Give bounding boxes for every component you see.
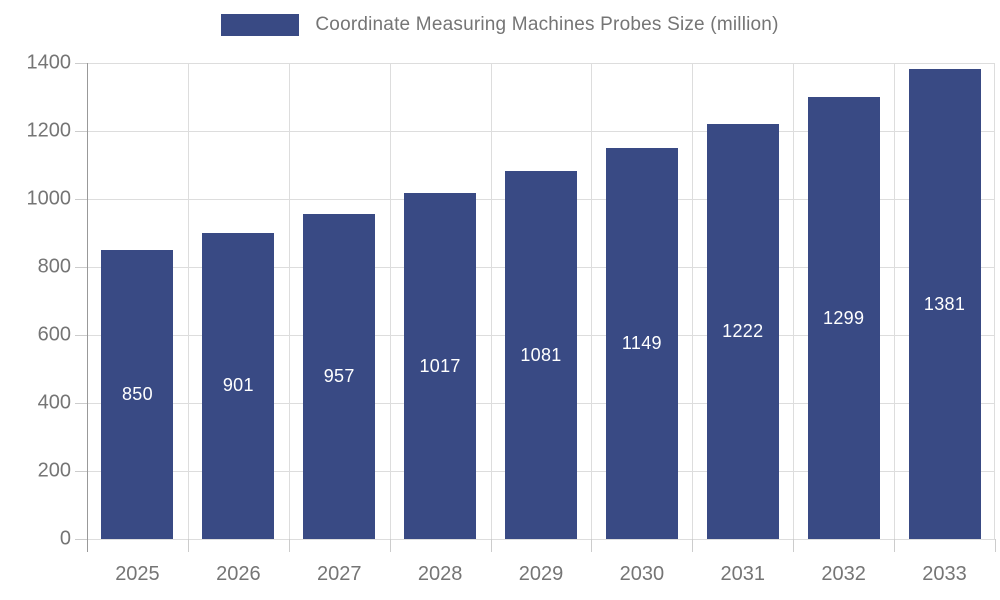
x-axis-tick: [894, 539, 896, 552]
y-gridline: [87, 131, 995, 132]
x-gridline: [793, 63, 795, 539]
x-axis-tick: [288, 539, 290, 552]
x-gridline: [288, 63, 290, 539]
x-gridline: [894, 63, 896, 539]
x-axis-tick-label: 2027: [316, 563, 362, 585]
y-axis-tick-label: 0: [59, 527, 71, 550]
y-axis-tick-label: 1000: [26, 187, 72, 210]
x-axis-tick: [591, 539, 593, 552]
y-gridline: [87, 63, 995, 64]
bar-value-label: 957: [323, 365, 355, 386]
x-axis-tick-label: 2026: [216, 563, 261, 585]
bar-2026: 901: [202, 232, 275, 539]
y-axis-tick: [75, 403, 87, 404]
x-axis-tick-label: 2033: [922, 563, 967, 585]
y-axis-tick-label: 400: [37, 391, 71, 414]
bar-value-label: 1222: [722, 320, 764, 341]
legend-swatch-icon: [221, 14, 300, 36]
bar-2028: 1017: [404, 193, 477, 539]
y-axis-tick-label: 600: [37, 323, 71, 346]
x-axis-tick-label: 2029: [518, 563, 564, 585]
bar-2033: 1381: [908, 69, 981, 539]
bar-value-label: 901: [222, 375, 254, 396]
x-axis-tick-label: 2028: [417, 563, 463, 585]
bar-value-label: 1381: [923, 293, 966, 314]
x-axis-tick: [187, 539, 189, 552]
x-gridline: [591, 63, 593, 539]
x-gridline: [187, 63, 189, 539]
bar-2030: 1149: [605, 148, 678, 539]
y-axis-tick: [75, 471, 87, 472]
x-axis-tick: [995, 539, 996, 552]
x-gridline: [692, 63, 694, 539]
x-axis-tick-label: 2031: [720, 563, 766, 585]
bar-value-label: 850: [121, 384, 153, 404]
y-axis-tick-label: 200: [37, 459, 71, 482]
x-axis-tick: [389, 539, 391, 552]
x-axis-tick: [692, 539, 694, 552]
y-axis-tick: [75, 539, 87, 540]
bar-value-label: 1299: [823, 307, 865, 328]
y-axis-tick: [75, 199, 87, 200]
y-axis-tick: [75, 267, 87, 268]
bar-2027: 957: [303, 213, 376, 539]
bar-value-label: 1017: [419, 355, 461, 376]
bar-2032: 1299: [807, 97, 880, 539]
chart-legend: Coordinate Measuring Machines Probes Siz…: [0, 14, 1000, 36]
y-axis-tick-label: 800: [37, 255, 71, 278]
y-axis-tick: [75, 131, 87, 132]
y-axis-line: [87, 63, 88, 552]
x-axis-tick: [490, 539, 492, 552]
y-axis-tick-label: 1200: [26, 119, 72, 142]
x-axis-tick-label: 2032: [821, 563, 866, 585]
x-axis-tick-label: 2030: [619, 563, 665, 585]
x-gridline: [490, 63, 492, 539]
bar-2031: 1222: [706, 123, 779, 539]
y-gridline: [87, 539, 995, 540]
legend-label: Coordinate Measuring Machines Probes Siz…: [315, 14, 779, 35]
y-axis-tick: [75, 63, 87, 64]
x-gridline: [994, 63, 995, 539]
y-axis-tick: [75, 335, 87, 336]
bar-2029: 1081: [505, 171, 577, 539]
x-gridline: [389, 63, 391, 539]
x-axis-tick: [793, 539, 795, 552]
bar-2025: 850: [101, 250, 174, 539]
x-axis-tick-label: 2025: [115, 563, 160, 585]
y-axis-tick-label: 1400: [26, 51, 72, 74]
plot-area: 850 901 957 1017 1081 1149 1222 1299 1381: [87, 63, 995, 552]
bar-value-label: 1149: [621, 333, 662, 354]
bar-value-label: 1081: [520, 344, 562, 365]
